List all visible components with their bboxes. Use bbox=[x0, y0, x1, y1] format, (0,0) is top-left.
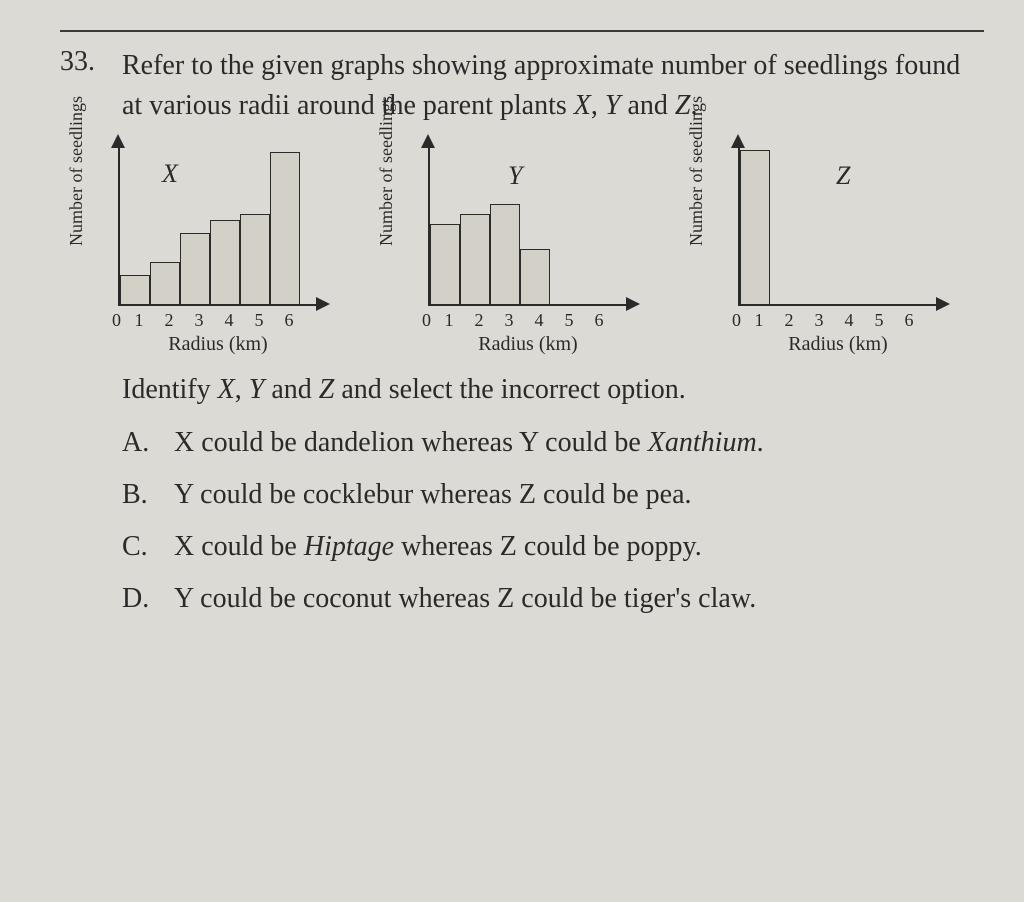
x-axis-label: Radius (km) bbox=[428, 330, 628, 358]
instruction: Identify X, Y and Z and select the incor… bbox=[122, 370, 984, 410]
x-axis-label: Radius (km) bbox=[738, 330, 938, 358]
bar bbox=[150, 262, 180, 304]
option-letter: B. bbox=[122, 475, 152, 515]
y-axis-label: Number of seedlings bbox=[374, 96, 400, 246]
option-text: Y could be coconut whereas Z could be ti… bbox=[174, 579, 984, 619]
bar bbox=[740, 150, 770, 304]
chart-y: Number of seedlingsY0123456Radius (km) bbox=[386, 136, 656, 356]
series-label: Z bbox=[836, 158, 850, 195]
option-letter: C. bbox=[122, 527, 152, 567]
option-text: X could be dandelion whereas Y could be … bbox=[174, 423, 984, 463]
chart-x: Number of seedlingsX0123456Radius (km) bbox=[76, 136, 346, 356]
bar bbox=[270, 152, 300, 304]
option-d[interactable]: D. Y could be coconut whereas Z could be… bbox=[122, 579, 984, 619]
option-letter: A. bbox=[122, 423, 152, 463]
bar bbox=[430, 224, 460, 304]
options-list: A. X could be dandelion whereas Y could … bbox=[122, 423, 984, 618]
plot-area bbox=[118, 144, 320, 306]
series-label: Y bbox=[508, 158, 522, 195]
bar bbox=[460, 214, 490, 304]
question-intro: Refer to the given graphs showing approx… bbox=[122, 46, 984, 126]
divider bbox=[60, 30, 984, 32]
bar bbox=[490, 204, 520, 303]
question-body: Refer to the given graphs showing approx… bbox=[122, 46, 984, 630]
bar bbox=[210, 220, 240, 303]
charts-row: Number of seedlingsX0123456Radius (km) N… bbox=[76, 136, 984, 356]
y-axis-label: Number of seedlings bbox=[684, 96, 710, 246]
chart-z: Number of seedlingsZ0123456Radius (km) bbox=[696, 136, 966, 356]
bars bbox=[430, 144, 630, 304]
bar bbox=[120, 275, 150, 304]
series-label: X bbox=[162, 156, 178, 193]
question-page: 33. Refer to the given graphs showing ap… bbox=[0, 0, 1024, 650]
option-c[interactable]: C. X could be Hiptage whereas Z could be… bbox=[122, 527, 984, 567]
bars bbox=[120, 144, 320, 304]
plot-area bbox=[428, 144, 630, 306]
option-text: Y could be cocklebur whereas Z could be … bbox=[174, 475, 984, 515]
y-axis-label: Number of seedlings bbox=[64, 96, 90, 246]
option-text: X could be Hiptage whereas Z could be po… bbox=[174, 527, 984, 567]
option-letter: D. bbox=[122, 579, 152, 619]
question-block: 33. Refer to the given graphs showing ap… bbox=[60, 46, 984, 630]
option-b[interactable]: B. Y could be cocklebur whereas Z could … bbox=[122, 475, 984, 515]
bar bbox=[240, 214, 270, 304]
bar bbox=[180, 233, 210, 303]
bar bbox=[520, 249, 550, 303]
x-axis-label: Radius (km) bbox=[118, 330, 318, 358]
option-a[interactable]: A. X could be dandelion whereas Y could … bbox=[122, 423, 984, 463]
